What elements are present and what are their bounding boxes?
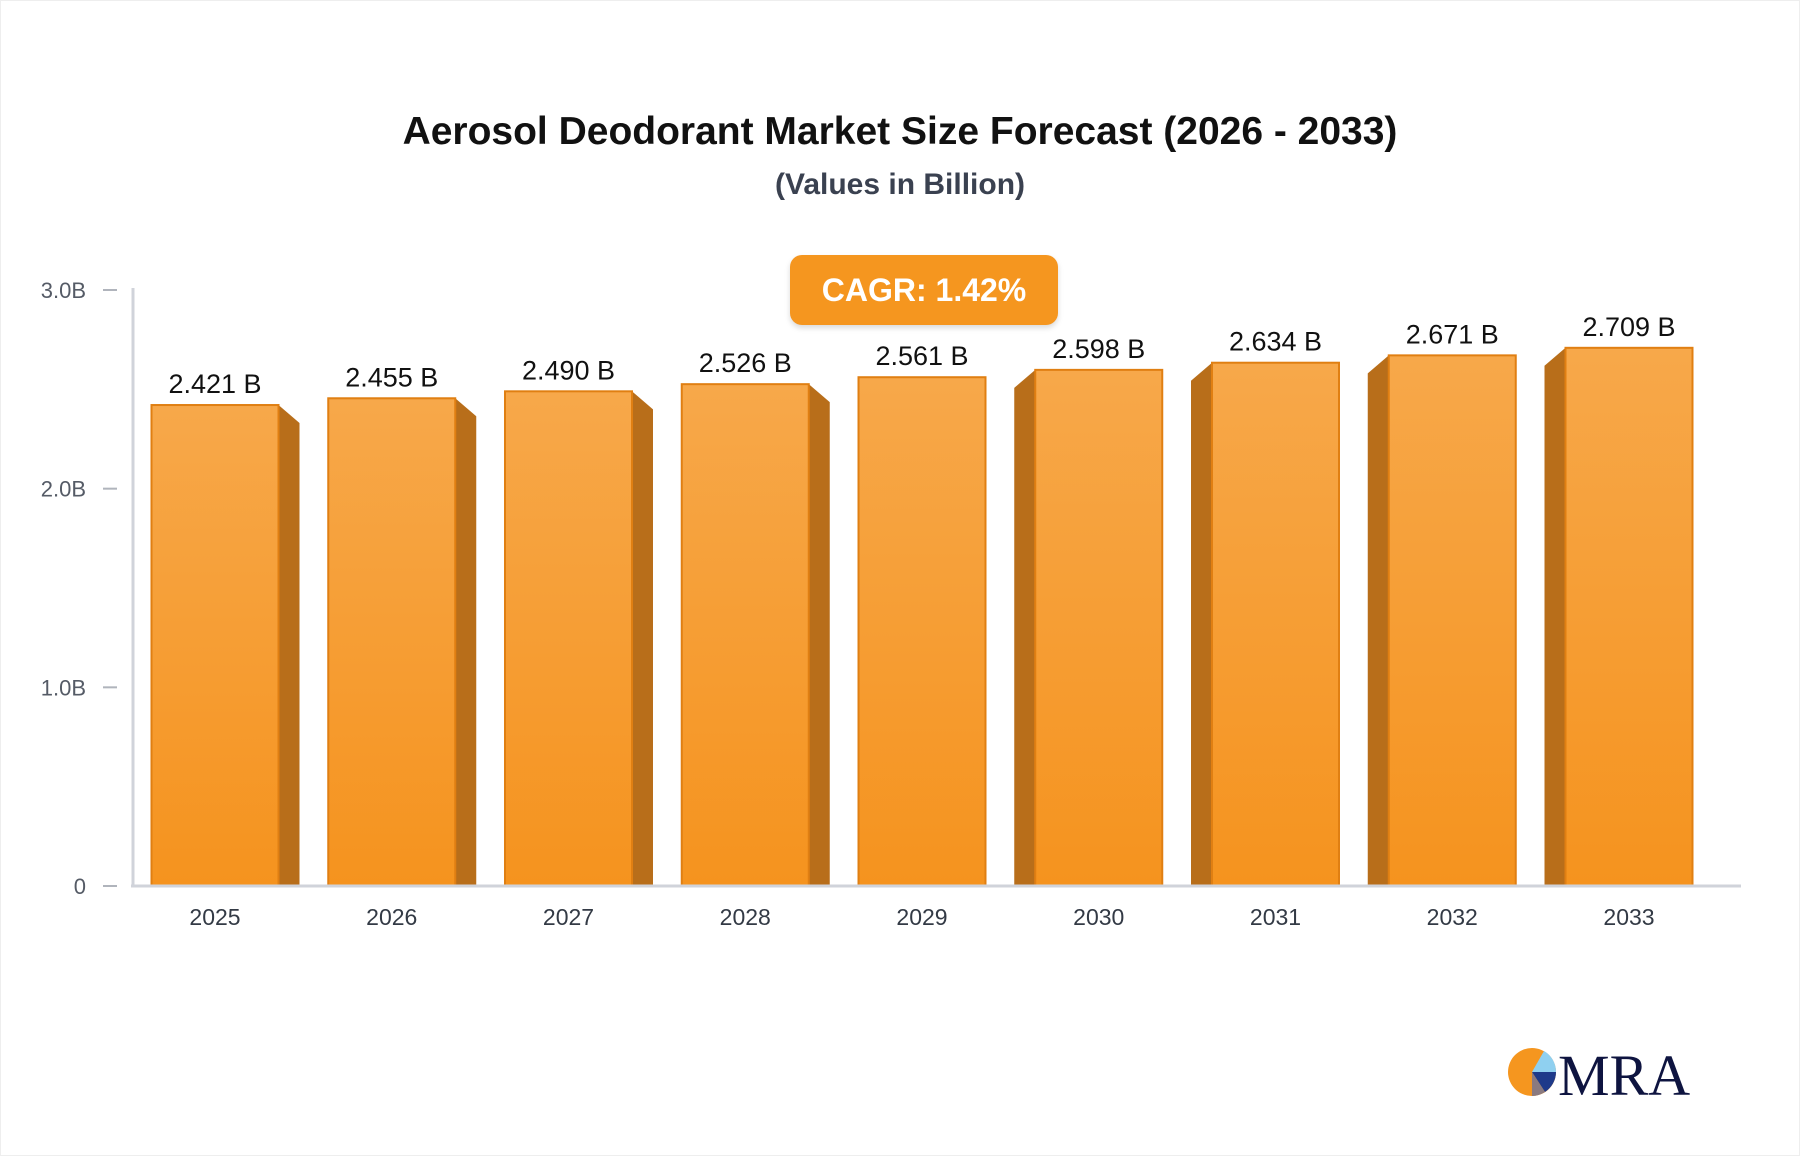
bar — [150, 404, 280, 887]
bar-side — [1014, 369, 1036, 886]
data-label: 2.634 B — [1229, 327, 1322, 357]
data-label: 2.455 B — [345, 362, 438, 392]
x-tick-label: 2029 — [896, 904, 947, 930]
bar — [1034, 368, 1164, 887]
cagr-badge: CAGR: 1.42% — [790, 255, 1058, 325]
data-label: 2.561 B — [875, 341, 968, 371]
bar-side — [632, 391, 653, 886]
bar-side — [278, 405, 300, 886]
bar-side — [1191, 362, 1212, 886]
x-tick-label: 2027 — [543, 904, 594, 930]
x-tick-label: 2026 — [366, 904, 417, 930]
data-label: 2.709 B — [1582, 312, 1675, 342]
y-tick-label: 2.0B — [41, 477, 86, 502]
logo-text: MRA — [1558, 1043, 1690, 1100]
x-tick-label: 2031 — [1250, 904, 1301, 930]
y-tick-label: 0 — [74, 874, 86, 899]
y-tick-label: 3.0B — [41, 278, 86, 303]
x-tick-label: 2025 — [189, 904, 240, 930]
mra-logo: MRA — [1506, 1040, 1696, 1100]
x-tick-label: 2032 — [1427, 904, 1478, 930]
bar-side — [1544, 347, 1566, 886]
data-label: 2.526 B — [699, 348, 792, 378]
bar — [857, 376, 987, 887]
bar — [1387, 354, 1517, 887]
bar — [680, 383, 810, 887]
data-label: 2.671 B — [1406, 319, 1499, 349]
x-tick-label: 2030 — [1073, 904, 1124, 930]
pie-logo-icon: MRA — [1508, 1043, 1690, 1100]
bar-side — [1367, 355, 1389, 886]
bar — [1564, 346, 1694, 887]
bar-side — [808, 384, 830, 886]
chart-subtitle: (Values in Billion) — [774, 168, 1026, 201]
x-tick-label: 2028 — [720, 904, 771, 930]
data-label: 2.598 B — [1052, 334, 1145, 364]
data-label: 2.421 B — [168, 369, 261, 399]
bar — [327, 397, 457, 887]
y-tick-label: 1.0B — [41, 675, 86, 700]
chart-title: Aerosol Deodorant Market Size Forecast (… — [402, 110, 1398, 153]
data-label: 2.490 B — [522, 355, 615, 385]
bar — [1211, 361, 1340, 888]
x-tick-label: 2033 — [1603, 904, 1654, 930]
bar-side — [455, 398, 477, 886]
bar — [504, 390, 633, 887]
